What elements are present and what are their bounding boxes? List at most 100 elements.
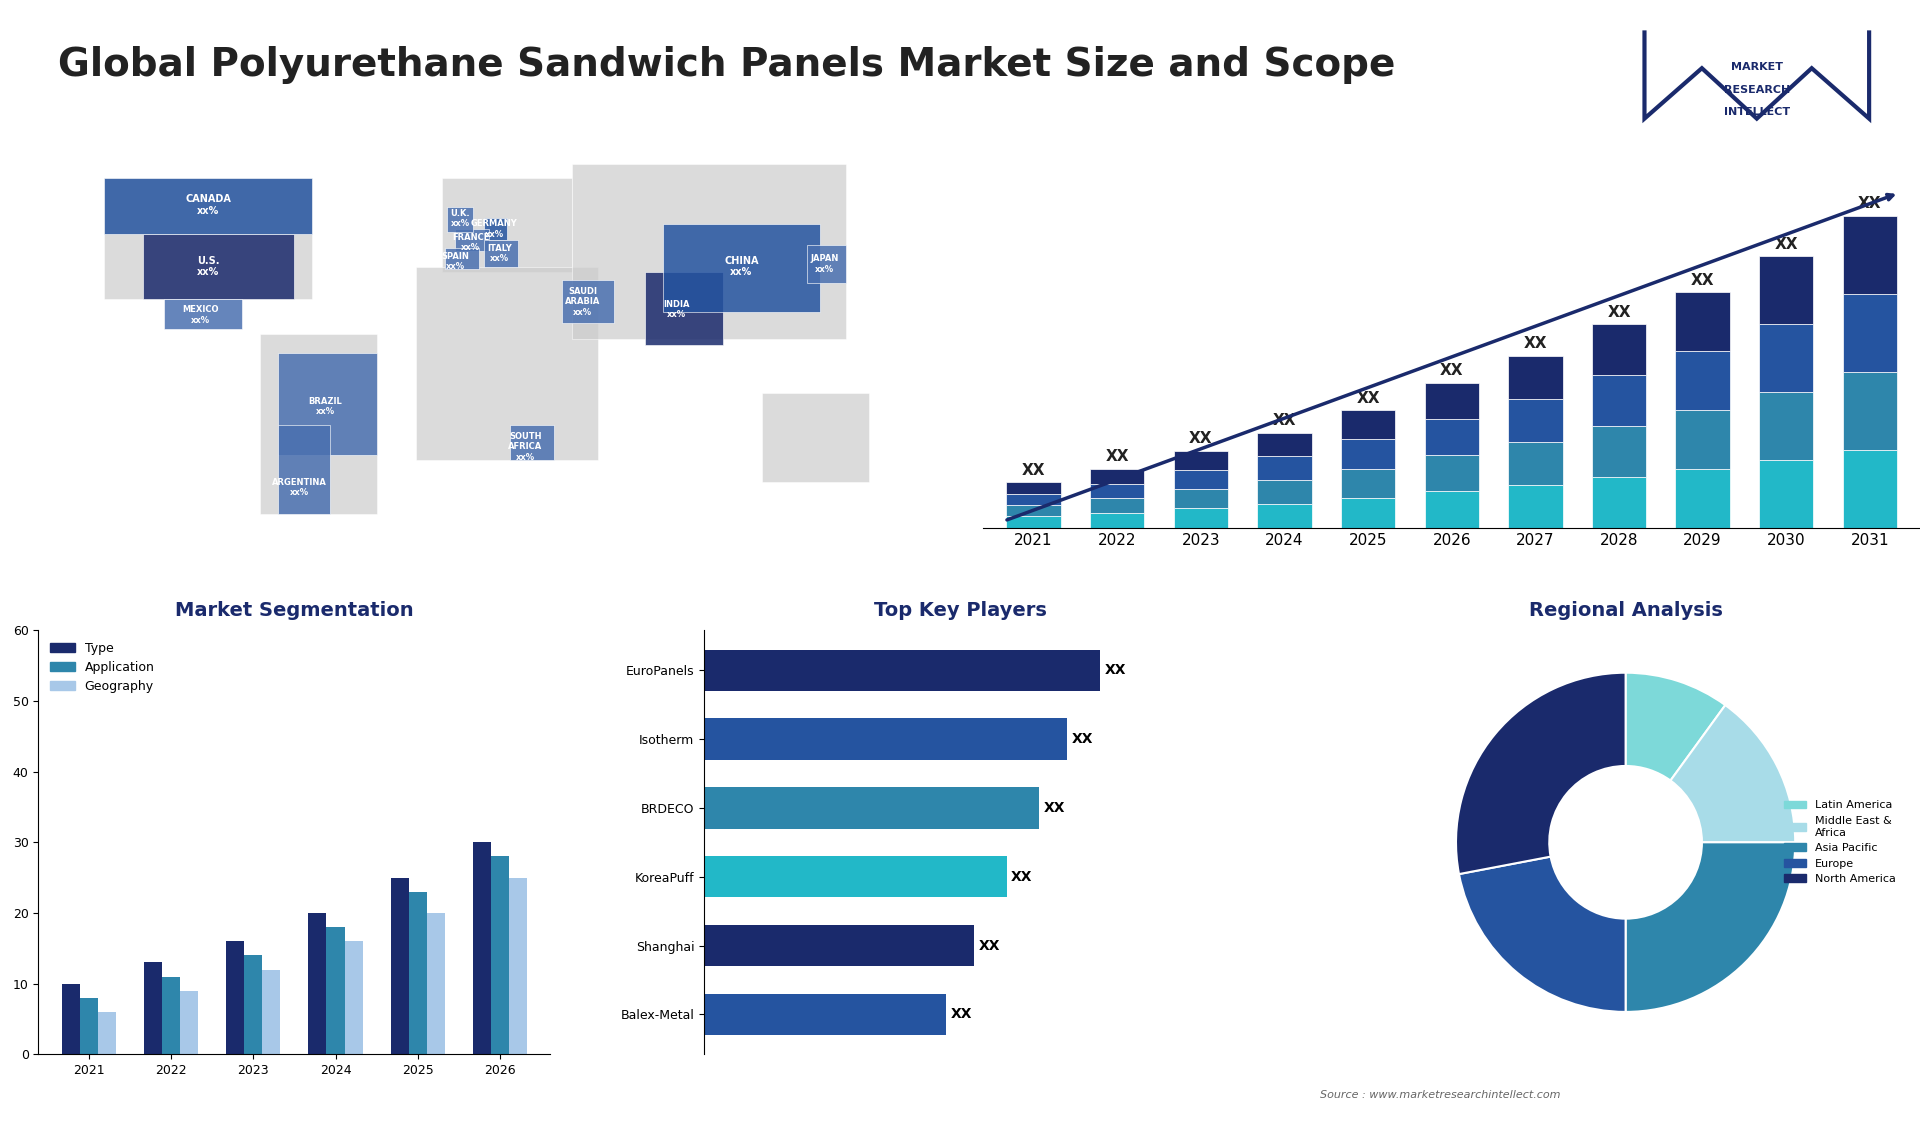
Title: Regional Analysis: Regional Analysis bbox=[1528, 602, 1722, 620]
Bar bbox=[1173, 450, 1229, 470]
Bar bbox=[705, 650, 1100, 691]
Polygon shape bbox=[762, 393, 870, 482]
Bar bbox=[472, 842, 492, 1054]
Text: XX: XX bbox=[1440, 363, 1463, 378]
Polygon shape bbox=[163, 299, 242, 329]
Text: MEXICO
xx%: MEXICO xx% bbox=[182, 305, 219, 324]
Bar bbox=[1425, 455, 1478, 492]
Polygon shape bbox=[261, 333, 376, 515]
Polygon shape bbox=[442, 178, 572, 272]
Bar bbox=[1091, 484, 1144, 499]
Text: U.K.
xx%: U.K. xx% bbox=[451, 209, 470, 228]
Bar bbox=[263, 970, 280, 1054]
Bar bbox=[1258, 480, 1311, 504]
Legend: Type, Application, Geography: Type, Application, Geography bbox=[44, 636, 159, 698]
Bar bbox=[1759, 257, 1812, 324]
Polygon shape bbox=[278, 425, 330, 515]
Wedge shape bbox=[1670, 705, 1795, 842]
Bar bbox=[1843, 371, 1897, 449]
Bar bbox=[492, 856, 509, 1054]
Bar bbox=[390, 878, 409, 1054]
Bar bbox=[1507, 441, 1563, 485]
Text: MARKET: MARKET bbox=[1730, 62, 1784, 72]
Bar bbox=[1340, 499, 1396, 527]
Bar bbox=[1340, 439, 1396, 469]
Bar bbox=[705, 787, 1039, 829]
Bar bbox=[1843, 293, 1897, 371]
Bar bbox=[1592, 324, 1645, 375]
Text: CANADA
xx%: CANADA xx% bbox=[184, 194, 230, 215]
Text: SPAIN
xx%: SPAIN xx% bbox=[442, 252, 468, 270]
Text: XX: XX bbox=[1524, 336, 1548, 351]
Bar bbox=[705, 856, 1006, 897]
Text: XX: XX bbox=[1104, 664, 1125, 677]
Polygon shape bbox=[645, 272, 724, 345]
Bar bbox=[1843, 449, 1897, 527]
Wedge shape bbox=[1455, 673, 1626, 874]
Bar bbox=[1759, 460, 1812, 527]
Bar bbox=[1843, 215, 1897, 293]
Bar bbox=[1258, 433, 1311, 456]
Bar bbox=[344, 941, 363, 1054]
Bar bbox=[61, 983, 81, 1054]
Polygon shape bbox=[417, 267, 599, 461]
Bar bbox=[1006, 482, 1060, 494]
Bar bbox=[161, 976, 180, 1054]
Text: XX: XX bbox=[1273, 414, 1296, 429]
Bar bbox=[509, 878, 528, 1054]
Bar bbox=[1173, 470, 1229, 489]
Bar bbox=[1676, 292, 1730, 351]
Bar bbox=[1592, 426, 1645, 477]
Polygon shape bbox=[455, 229, 490, 251]
Polygon shape bbox=[445, 248, 478, 269]
Bar bbox=[705, 719, 1068, 760]
Bar bbox=[705, 994, 947, 1035]
Bar bbox=[1507, 485, 1563, 527]
Bar bbox=[1759, 392, 1812, 460]
Bar bbox=[180, 990, 198, 1054]
Text: XX: XX bbox=[1071, 732, 1092, 746]
Polygon shape bbox=[104, 178, 313, 299]
Title: Top Key Players: Top Key Players bbox=[874, 602, 1046, 620]
Polygon shape bbox=[572, 164, 845, 339]
Bar bbox=[1507, 355, 1563, 399]
Text: FRANCE
xx%: FRANCE xx% bbox=[453, 233, 490, 252]
Bar bbox=[1173, 489, 1229, 509]
Bar bbox=[1676, 410, 1730, 469]
Text: SOUTH
AFRICA
xx%: SOUTH AFRICA xx% bbox=[509, 432, 543, 462]
Text: SAUDI
ARABIA
xx%: SAUDI ARABIA xx% bbox=[564, 286, 601, 316]
Text: XX: XX bbox=[1012, 870, 1033, 884]
Text: XX: XX bbox=[1859, 196, 1882, 211]
Bar bbox=[326, 927, 344, 1054]
Bar bbox=[1006, 517, 1060, 527]
Polygon shape bbox=[447, 207, 474, 231]
Polygon shape bbox=[484, 240, 518, 267]
Bar bbox=[1258, 456, 1311, 480]
Bar bbox=[1592, 477, 1645, 527]
Text: BRAZIL
xx%: BRAZIL xx% bbox=[309, 397, 342, 416]
Wedge shape bbox=[1626, 842, 1795, 1012]
Bar bbox=[244, 956, 263, 1054]
Bar bbox=[1173, 509, 1229, 527]
Text: XX: XX bbox=[1774, 237, 1797, 252]
Bar bbox=[1006, 505, 1060, 517]
Bar bbox=[1340, 469, 1396, 499]
Text: ITALY
xx%: ITALY xx% bbox=[488, 243, 513, 262]
Text: RESEARCH: RESEARCH bbox=[1724, 85, 1789, 95]
Text: U.S.
xx%: U.S. xx% bbox=[198, 256, 219, 277]
Bar bbox=[426, 913, 445, 1054]
Wedge shape bbox=[1626, 673, 1726, 780]
Bar bbox=[1676, 469, 1730, 527]
Text: XX: XX bbox=[1356, 391, 1380, 406]
Bar bbox=[1592, 375, 1645, 426]
Bar bbox=[705, 925, 973, 966]
Text: XX: XX bbox=[979, 939, 1000, 952]
Text: XX: XX bbox=[1607, 305, 1630, 320]
Polygon shape bbox=[806, 245, 845, 283]
Text: XX: XX bbox=[1021, 463, 1044, 478]
Text: XX: XX bbox=[1692, 273, 1715, 288]
Polygon shape bbox=[278, 353, 376, 455]
Bar bbox=[1425, 419, 1478, 455]
Text: XX: XX bbox=[1044, 801, 1066, 815]
Title: Market Segmentation: Market Segmentation bbox=[175, 602, 413, 620]
